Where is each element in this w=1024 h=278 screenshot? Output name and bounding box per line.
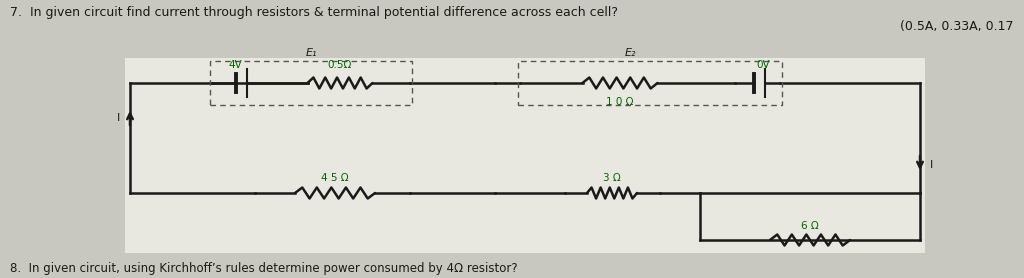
Bar xyxy=(125,58,925,253)
Bar xyxy=(518,61,782,105)
Text: 4 5 Ω: 4 5 Ω xyxy=(322,173,349,183)
Text: 8.  In given circuit, using Kirchhoff’s rules determine power consumed by 4Ω res: 8. In given circuit, using Kirchhoff’s r… xyxy=(10,262,517,275)
Bar xyxy=(210,61,412,105)
Text: 7.  In given circuit find current through resistors & terminal potential differe: 7. In given circuit find current through… xyxy=(10,6,618,19)
Text: 4V: 4V xyxy=(228,60,242,70)
Text: 3 Ω: 3 Ω xyxy=(603,173,621,183)
Text: 0V: 0V xyxy=(756,60,770,70)
Text: E₂: E₂ xyxy=(625,48,636,58)
Text: I: I xyxy=(930,160,933,170)
Text: 6 Ω: 6 Ω xyxy=(801,221,819,231)
Text: 1 0 Ω: 1 0 Ω xyxy=(606,97,634,107)
Text: (0.5A, 0.33A, 0.17: (0.5A, 0.33A, 0.17 xyxy=(900,20,1014,33)
Text: 0.5Ω: 0.5Ω xyxy=(328,60,352,70)
Text: E₁: E₁ xyxy=(305,48,316,58)
Text: I: I xyxy=(117,113,120,123)
